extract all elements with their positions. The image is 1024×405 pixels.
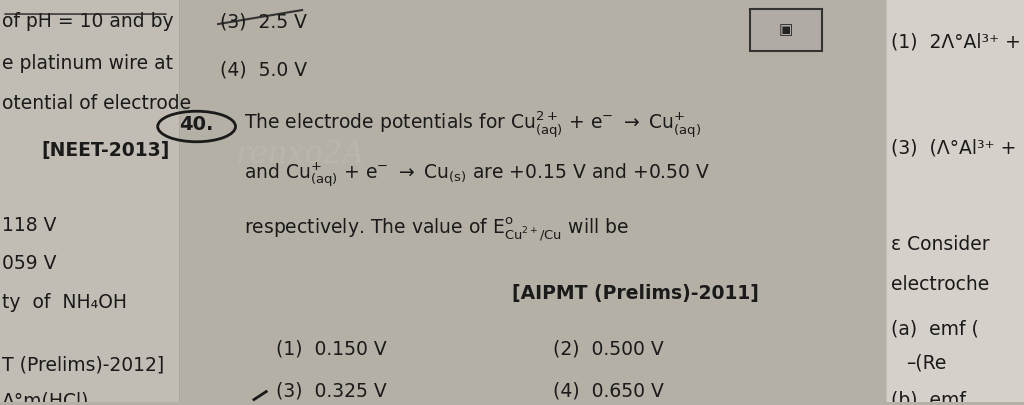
Text: Λ°m(HCl): Λ°m(HCl): [2, 392, 89, 405]
Text: (2)  0.500 V: (2) 0.500 V: [553, 339, 664, 358]
Text: –(Re: –(Re: [906, 354, 946, 373]
Text: electroche: electroche: [891, 275, 989, 294]
Text: (4)  0.650 V: (4) 0.650 V: [553, 382, 664, 401]
Text: [AIPMT (Prelims)-2011]: [AIPMT (Prelims)-2011]: [512, 284, 759, 303]
Text: 059 V: 059 V: [2, 254, 56, 273]
Text: (1)  0.150 V: (1) 0.150 V: [276, 339, 387, 358]
Text: and $\mathregular{Cu^{+}_{(aq)}}$ + e$^{-}$ $\rightarrow$ $\mathregular{Cu_{(s)}: and $\mathregular{Cu^{+}_{(aq)}}$ + e$^{…: [244, 160, 710, 189]
Text: (4)  5.0 V: (4) 5.0 V: [220, 60, 307, 79]
Text: renxo2A: renxo2A: [236, 139, 365, 170]
Text: otential of electrode: otential of electrode: [2, 94, 191, 113]
FancyBboxPatch shape: [750, 9, 822, 51]
Text: (3)  2.5 V: (3) 2.5 V: [220, 12, 307, 31]
Bar: [886, 0, 1024, 402]
Text: respectively. The value of $\mathregular{E^{o}_{Cu^{2+}/Cu}}$ will be: respectively. The value of $\mathregular…: [244, 215, 629, 243]
Text: (b)  emf: (b) emf: [891, 390, 966, 405]
Text: of pH = 10 and by: of pH = 10 and by: [2, 12, 174, 31]
Text: (3)  (Λ°Al³⁺ +: (3) (Λ°Al³⁺ +: [891, 139, 1016, 158]
Text: ε Consider: ε Consider: [891, 235, 989, 254]
Text: (a)  emf (: (a) emf (: [891, 319, 979, 338]
Text: 40.: 40.: [179, 115, 214, 134]
Text: ty  of  NH₄OH: ty of NH₄OH: [2, 293, 127, 312]
Text: (3)  0.325 V: (3) 0.325 V: [276, 382, 387, 401]
Text: 118 V: 118 V: [2, 216, 56, 235]
Text: The electrode potentials for $\mathregular{Cu^{2+}_{(aq)}}$ + e$^{-}$ $\rightarr: The electrode potentials for $\mathregul…: [244, 109, 700, 140]
Text: T (Prelims)-2012]: T (Prelims)-2012]: [2, 356, 164, 374]
Text: e platinum wire at: e platinum wire at: [2, 54, 173, 73]
Text: [NEET-2013]: [NEET-2013]: [41, 141, 169, 160]
Text: ▣: ▣: [778, 23, 794, 38]
Text: (1)  2Λ°Al³⁺ +: (1) 2Λ°Al³⁺ +: [891, 32, 1021, 51]
Bar: [0, 0, 179, 402]
